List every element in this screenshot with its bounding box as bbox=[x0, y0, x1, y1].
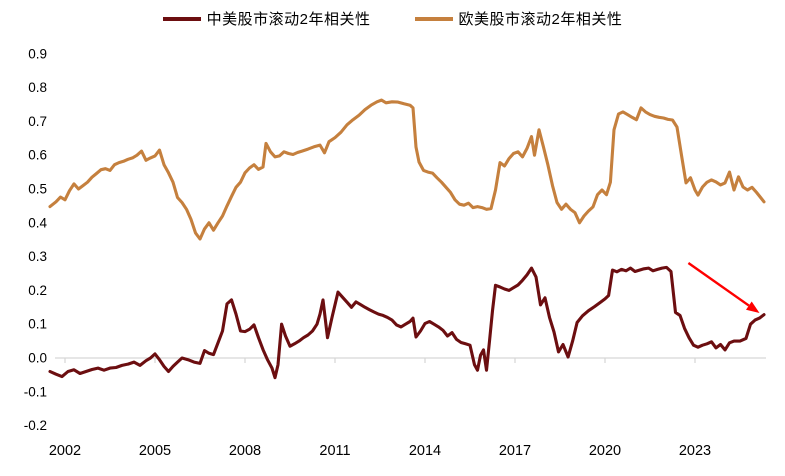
y-tick-label: 0.6 bbox=[28, 148, 47, 163]
x-tick-label: 2002 bbox=[49, 443, 81, 459]
y-tick-label: 0.2 bbox=[28, 283, 47, 298]
legend-label-china-us: 中美股市滚动2年相关性 bbox=[206, 11, 371, 28]
y-tick-label: 0.7 bbox=[28, 114, 47, 129]
y-tick-label: 0.3 bbox=[28, 249, 47, 264]
y-tick-label: 0.5 bbox=[28, 182, 47, 197]
x-tick-label: 2023 bbox=[679, 443, 711, 459]
y-tick-label: 0.9 bbox=[28, 46, 47, 61]
annotation-arrow-head bbox=[746, 301, 760, 314]
y-tick-label: 0.4 bbox=[28, 215, 47, 230]
annotation-arrow-shaft bbox=[687, 262, 750, 307]
x-tick-label: 2011 bbox=[319, 443, 350, 459]
x-tick-label: 2005 bbox=[139, 443, 171, 459]
series-line-europe-us bbox=[48, 98, 766, 241]
x-tick-label: 2020 bbox=[589, 443, 621, 459]
x-tick-label: 2008 bbox=[229, 443, 261, 459]
y-tick-label: -0.1 bbox=[24, 384, 47, 399]
y-tick-label: -0.2 bbox=[24, 418, 47, 433]
legend-item-china-us: 中美股市滚动2年相关性 bbox=[162, 8, 371, 29]
legend-item-europe-us: 欧美股市滚动2年相关性 bbox=[414, 8, 623, 29]
y-tick-label: 0.0 bbox=[28, 351, 47, 366]
x-tick-label: 2014 bbox=[409, 443, 441, 459]
y-tick-label: 0.8 bbox=[28, 80, 47, 95]
chart-legend: 中美股市滚动2年相关性 欧美股市滚动2年相关性 bbox=[0, 8, 785, 29]
china-us-line-swatch bbox=[162, 16, 201, 21]
x-tick-label: 2017 bbox=[499, 443, 531, 459]
legend-label-europe-us: 欧美股市滚动2年相关性 bbox=[458, 11, 623, 28]
series-line-china-us bbox=[48, 265, 766, 380]
y-tick-label: 0.1 bbox=[28, 317, 47, 332]
europe-us-line-swatch bbox=[414, 16, 453, 21]
